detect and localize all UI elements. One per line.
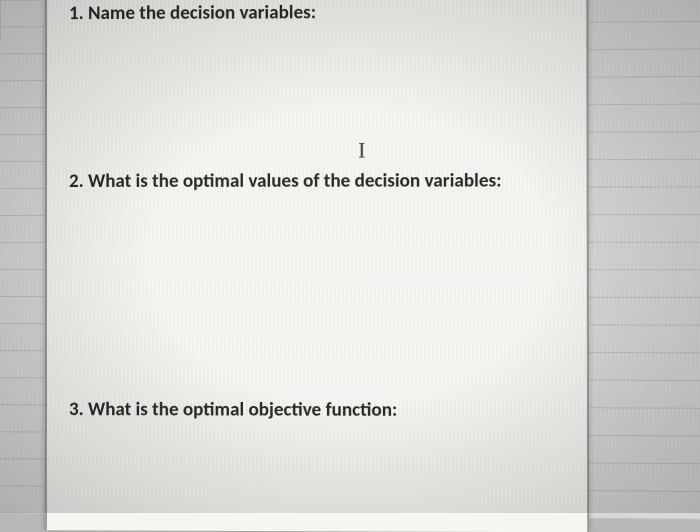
question-1-number: 1. (69, 2, 84, 25)
question-2: 2. What is the optimal values of the dec… (69, 169, 556, 194)
question-3: 3. What is the optimal objective functio… (69, 398, 557, 424)
question-1: 1. Name the decision variables: (69, 0, 556, 26)
document-page: 1. Name the decision variables: I 2. Wha… (45, 0, 589, 532)
text-cursor: I (358, 138, 365, 164)
question-2-text: What is the optimal values of the decisi… (88, 169, 501, 193)
question-3-number: 3. (69, 398, 84, 421)
question-3-text: What is the optimal objective function: (88, 398, 397, 422)
question-1-text: Name the decision variables: (88, 1, 316, 25)
question-2-number: 2. (69, 170, 84, 193)
